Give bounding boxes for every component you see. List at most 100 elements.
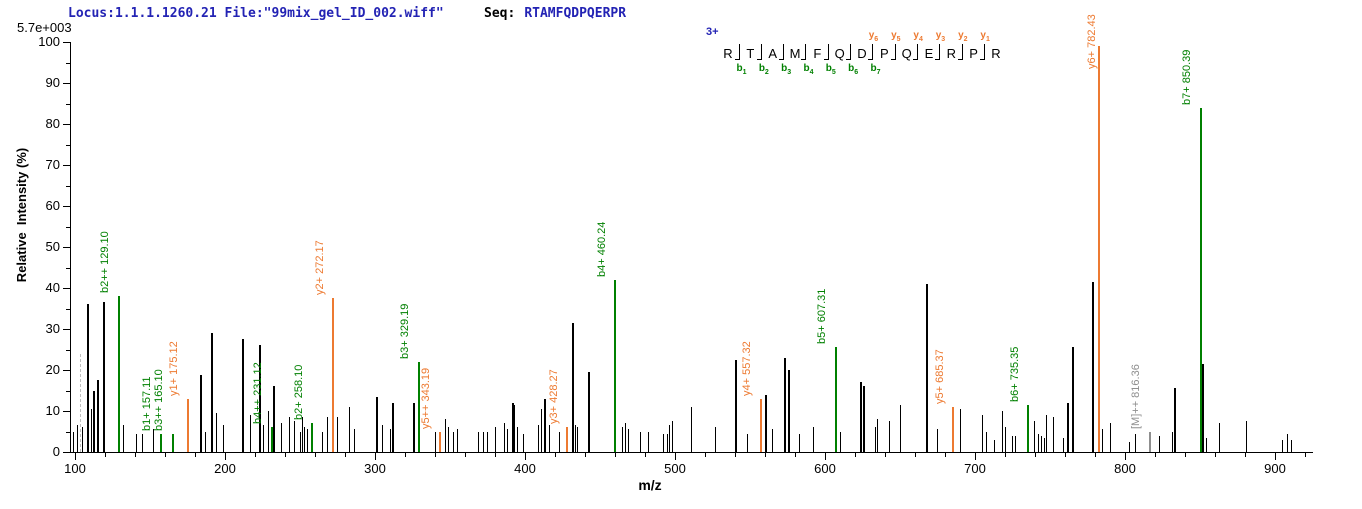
ion-peak-label: y2+ 272.17 (313, 240, 326, 296)
spectrum-peak (456, 429, 458, 452)
fragment-divider (890, 44, 896, 60)
y-tick-label: 20 (45, 362, 60, 377)
y-ion-label: y6 (868, 30, 879, 43)
spectrum-peak (1134, 433, 1136, 452)
spectrum-peak (899, 404, 901, 452)
spectrum-peak (862, 386, 865, 452)
x-minor-tick (105, 453, 106, 457)
spectrum-peak (715, 427, 717, 452)
ion-peak-label: y3+ 428.27 (547, 369, 560, 425)
spectrum-peak (205, 431, 206, 452)
spectrum-peak (572, 322, 574, 452)
x-tick (525, 453, 526, 460)
spectrum-peak (548, 425, 550, 452)
b-ion-label: b1 (736, 63, 747, 76)
spectrum-peak (1158, 435, 1160, 452)
seq-value: RTAMFQDPQERPR (524, 6, 627, 21)
y-ion-label: y3 (935, 30, 946, 43)
spectrum-peak (1072, 347, 1075, 452)
spectrum-peak (959, 408, 961, 452)
spectrum-peak (1067, 402, 1069, 452)
spectrum-peak (1129, 441, 1130, 452)
spectrum-peak (671, 421, 673, 452)
y-tick (63, 124, 70, 125)
x-minor-tick (855, 453, 856, 457)
x-minor-tick (1305, 453, 1306, 457)
spectrum-peak (262, 425, 264, 452)
y-tick (63, 83, 70, 84)
b-ion-label: b2 (758, 63, 769, 76)
y-tick-label: 70 (45, 157, 60, 172)
y-tick-label: 30 (45, 321, 60, 336)
spectrum-peak (321, 431, 323, 452)
spectrum-peak (1063, 437, 1064, 452)
y-ion-label: y2 (958, 30, 968, 43)
spectrum-peak (1291, 439, 1292, 452)
ion-peak (186, 398, 189, 452)
b-ion-label: b6 (848, 63, 859, 76)
fragment-divider (868, 44, 874, 60)
spectrum-peak (765, 394, 768, 452)
x-tick (1125, 453, 1126, 460)
x-minor-tick (465, 453, 466, 457)
spectrum-peak (1109, 423, 1111, 452)
b-ion-label: b3 (781, 63, 792, 76)
fragment-divider (801, 44, 807, 60)
x-tick-label: 100 (64, 461, 86, 476)
spectrum-peak (588, 372, 591, 452)
x-minor-tick (1095, 453, 1096, 457)
spectrum-peak (839, 431, 841, 452)
spectrum-peak (1246, 421, 1247, 452)
spectrum-peak (87, 304, 90, 452)
y-tick (63, 452, 70, 453)
y-axis (70, 42, 71, 453)
seq-label: Seq: (484, 6, 516, 21)
spectrum-peak (199, 374, 202, 452)
x-minor-tick (705, 453, 706, 457)
residue-letter: R (723, 46, 733, 61)
x-tick (1275, 453, 1276, 460)
fragment-divider (913, 44, 919, 60)
residue-letter: D (857, 46, 867, 61)
x-tick (375, 453, 376, 460)
spectrum-peak (73, 431, 74, 452)
x-minor-tick (615, 453, 616, 457)
x-minor-tick (735, 453, 736, 457)
spectrum-peak (444, 419, 446, 452)
ion-peak-label: y5+ 685.37 (933, 349, 946, 404)
spectrum-peak (1033, 421, 1035, 452)
spectrum-peak (624, 423, 626, 452)
x-tick (675, 453, 676, 460)
spectrum-peak (96, 380, 99, 452)
x-minor-tick (1155, 453, 1156, 457)
x-minor-tick (645, 453, 646, 457)
ion-peak (759, 398, 762, 452)
spectrum-peak (926, 283, 928, 452)
spectrum-peak (994, 439, 995, 452)
spectrum-peak (152, 429, 154, 452)
y-minor-tick (66, 226, 70, 228)
spectrum-peak (288, 417, 290, 452)
spectrum-peak (1043, 437, 1045, 452)
spectrum-peak (299, 431, 301, 452)
spectrum-peak (381, 425, 383, 452)
x-tick-label: 300 (364, 461, 386, 476)
x-minor-tick (285, 453, 286, 457)
residue-letter: Q (834, 46, 845, 61)
spectrum-peak (668, 425, 670, 452)
spectrum-peak (93, 390, 96, 452)
spectrum-peak (734, 359, 737, 452)
x-tick-label: 500 (664, 461, 686, 476)
spectrum-peak (662, 433, 664, 452)
spectrum-peak (293, 421, 295, 452)
y-ion-label: y4 (913, 30, 923, 43)
spectrum-peak (302, 417, 304, 452)
x-tick (825, 453, 826, 460)
y-tick-label: 100 (38, 34, 60, 49)
spectrum-peak (392, 402, 394, 452)
x-minor-tick (405, 453, 406, 457)
spectrum-peak (122, 425, 124, 452)
x-tick (75, 453, 76, 460)
ion-peak (566, 427, 569, 452)
